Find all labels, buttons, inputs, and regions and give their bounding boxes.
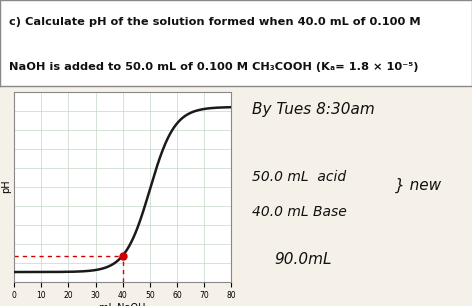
Y-axis label: pH: pH xyxy=(1,180,11,193)
Text: 50.0 mL  acid: 50.0 mL acid xyxy=(252,170,346,184)
Text: By Tues 8:30am: By Tues 8:30am xyxy=(252,102,375,117)
Text: } new: } new xyxy=(395,178,441,193)
Text: c) Calculate pH of the solution formed when 40.0 mL of 0.100 M: c) Calculate pH of the solution formed w… xyxy=(9,17,421,27)
X-axis label: mL NaOH: mL NaOH xyxy=(100,303,146,306)
Text: 90.0mL: 90.0mL xyxy=(275,252,332,267)
Text: NaOH is added to 50.0 mL of 0.100 M CH₃COOH (Kₐ= 1.8 × 10⁻⁵): NaOH is added to 50.0 mL of 0.100 M CH₃C… xyxy=(9,62,419,72)
Text: 40.0 mL Base: 40.0 mL Base xyxy=(252,205,347,219)
